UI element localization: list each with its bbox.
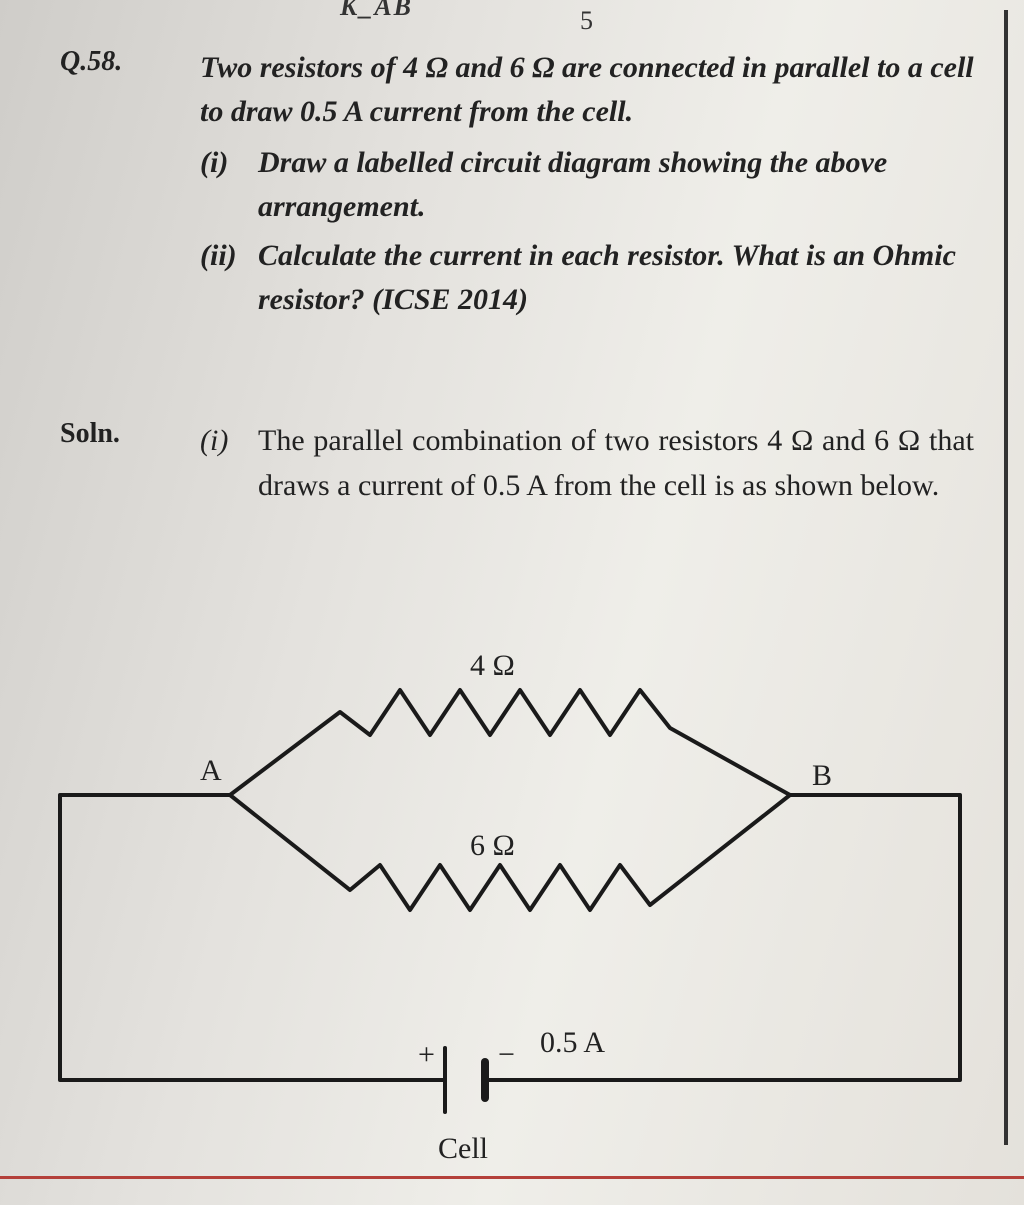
cell-plus: + bbox=[418, 1038, 435, 1071]
question-block: Q.58. Two resistors of 4 Ω and 6 Ω are c… bbox=[60, 46, 974, 321]
solution-block: Soln. (i) The parallel combination of tw… bbox=[60, 418, 974, 508]
page-bottom-rule bbox=[0, 1176, 1024, 1179]
page: K_AB 5 Q.58. Two resistors of 4 Ω and 6 … bbox=[0, 0, 1024, 1205]
node-a-label: A bbox=[200, 754, 222, 787]
cell-label: Cell bbox=[438, 1132, 488, 1165]
circuit-diagram: 4 Ω 6 Ω A B + − 0.5 A Cell bbox=[40, 650, 980, 1170]
solution-marker: (i) bbox=[200, 418, 258, 508]
solution-text: The parallel combination of two resistor… bbox=[258, 418, 974, 508]
question-text: Two resistors of 4 Ω and 6 Ω are connect… bbox=[200, 51, 974, 128]
header-fragment: K_AB bbox=[340, 0, 413, 22]
current-label: 0.5 A bbox=[540, 1026, 605, 1059]
r2-label: 6 Ω bbox=[470, 829, 515, 862]
solution-body: (i) The parallel combination of two resi… bbox=[200, 418, 974, 508]
part-marker: (ii) bbox=[200, 234, 258, 321]
question-part-ii: (ii) Calculate the current in each resis… bbox=[200, 234, 974, 321]
cell-minus: − bbox=[498, 1038, 515, 1071]
node-b-label: B bbox=[812, 759, 832, 792]
part-marker: (i) bbox=[200, 141, 258, 228]
question-number: Q.58. bbox=[60, 46, 170, 78]
solution-part-i: (i) The parallel combination of two resi… bbox=[200, 418, 974, 508]
solution-label: Soln. bbox=[60, 418, 170, 450]
question-body: Two resistors of 4 Ω and 6 Ω are connect… bbox=[200, 46, 974, 321]
part-text: Draw a labelled circuit diagram showing … bbox=[258, 141, 974, 228]
question-part-i: (i) Draw a labelled circuit diagram show… bbox=[200, 141, 974, 228]
header-fragment-5: 5 bbox=[580, 6, 593, 36]
question-parts: (i) Draw a labelled circuit diagram show… bbox=[200, 141, 974, 321]
page-right-border bbox=[1004, 10, 1008, 1145]
part-text: Calculate the current in each resistor. … bbox=[258, 234, 974, 321]
r1-label: 4 Ω bbox=[470, 650, 515, 682]
